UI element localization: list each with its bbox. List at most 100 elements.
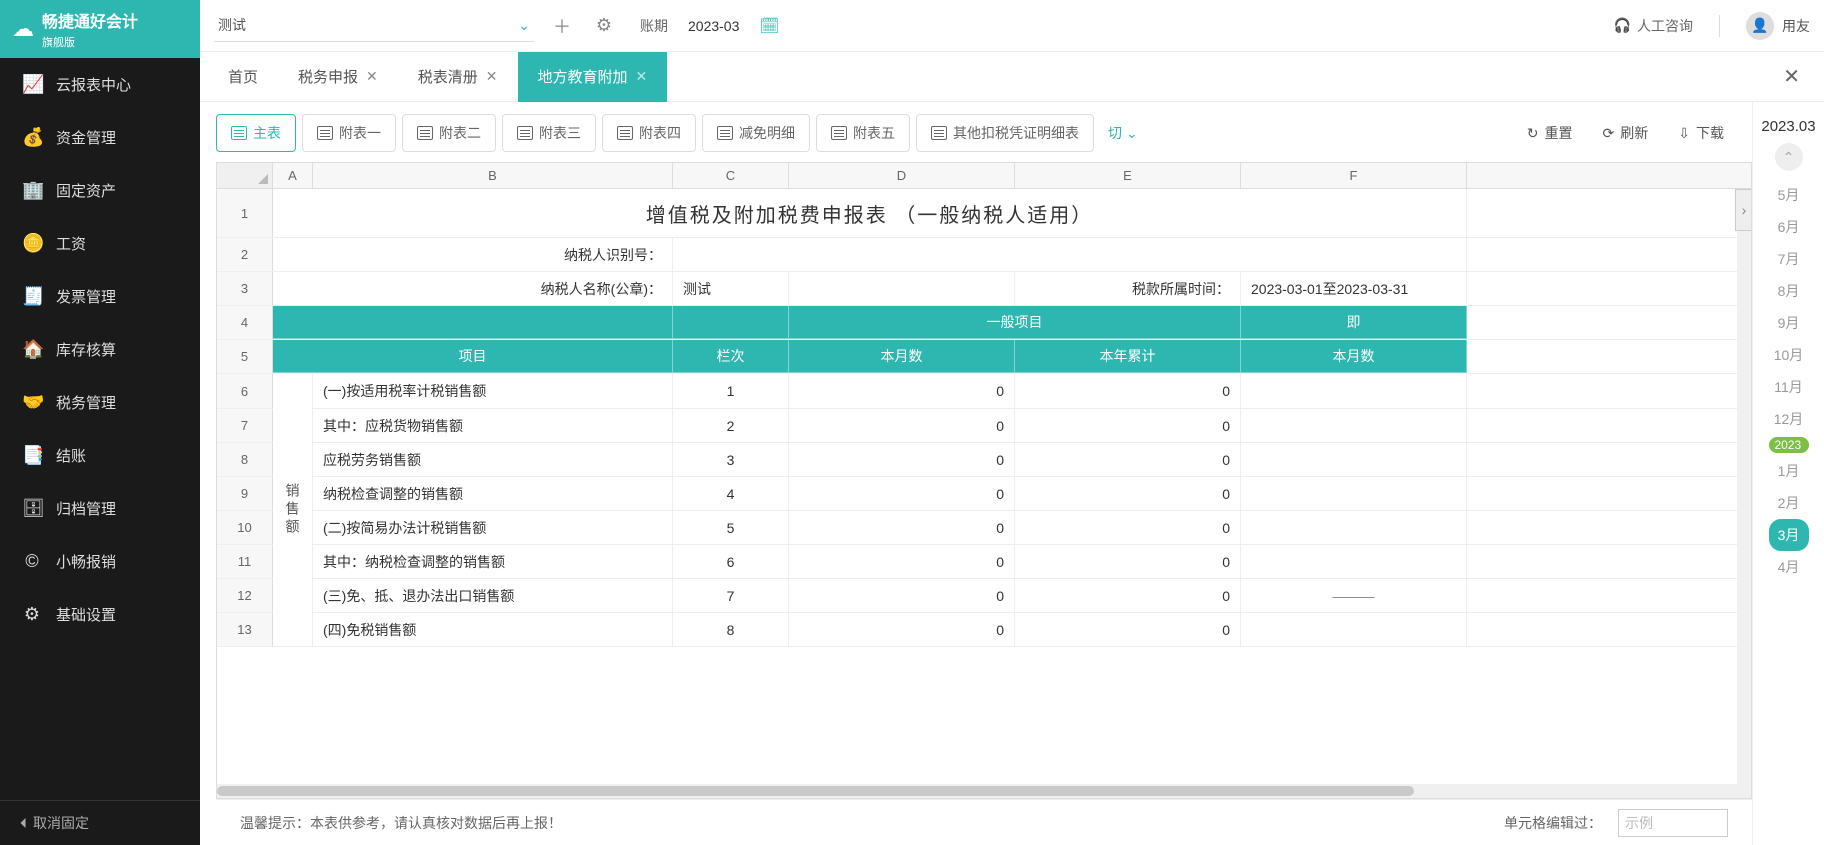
period-month[interactable]: 1月 [1769, 455, 1809, 487]
select-all-corner[interactable] [217, 163, 273, 188]
sidebar-item[interactable]: 🏠库存核算 [0, 323, 200, 376]
close-all-tabs[interactable]: ✕ [1767, 64, 1816, 89]
row-header[interactable]: 13 [217, 613, 273, 646]
col-header[interactable]: B [313, 163, 673, 188]
calendar-icon[interactable]: 🗓 [759, 16, 779, 36]
sidebar-item[interactable]: ©小畅报销 [0, 535, 200, 588]
sidebar-item[interactable]: 🪙工资 [0, 217, 200, 270]
cell[interactable]: 0 [789, 477, 1015, 510]
cell[interactable]: 0 [1015, 613, 1241, 646]
sidebar-item[interactable]: 🤝税务管理 [0, 376, 200, 429]
row-header[interactable]: 5 [217, 340, 273, 373]
close-icon[interactable]: ✕ [366, 68, 378, 85]
cell-edit-input[interactable]: 示例 [1618, 809, 1728, 837]
settings-button[interactable]: ⚙ [590, 12, 618, 40]
period-month[interactable]: 9月 [1769, 307, 1809, 339]
expand-handle[interactable]: › [1735, 189, 1752, 231]
download-button[interactable]: ⇩ 下载 [1666, 123, 1736, 143]
cell[interactable]: 0 [789, 374, 1015, 408]
sidebar-item[interactable]: 💰资金管理 [0, 111, 200, 164]
cell[interactable] [1241, 545, 1467, 578]
subtab[interactable]: 其他扣税凭证明细表 [916, 114, 1094, 152]
period-month[interactable]: 5月 [1769, 179, 1809, 211]
row-header[interactable]: 1 [217, 189, 273, 237]
period-month[interactable]: 12月 [1769, 403, 1809, 435]
grid-body[interactable]: 1增值税及附加税费申报表 （一般纳税人适用）2纳税人识别号：3纳税人名称(公章)… [217, 189, 1751, 784]
cell[interactable]: 0 [789, 443, 1015, 476]
cell[interactable] [1241, 443, 1467, 476]
cell[interactable]: 0 [1015, 409, 1241, 442]
close-icon[interactable]: ✕ [486, 68, 498, 85]
row-header[interactable]: 10 [217, 511, 273, 544]
cell[interactable] [1241, 409, 1467, 442]
reset-button[interactable]: ↻ 重置 [1515, 123, 1585, 143]
period-month[interactable]: 4月 [1769, 551, 1809, 583]
sidebar-collapse[interactable]: ⏴ 取消固定 [0, 800, 200, 845]
add-button[interactable]: ＋ [548, 12, 576, 40]
cell[interactable]: 0 [1015, 579, 1241, 612]
subtab[interactable]: 附表五 [816, 114, 910, 152]
row-header[interactable]: 7 [217, 409, 273, 442]
cell[interactable]: 0 [789, 511, 1015, 544]
subtab[interactable]: 附表三 [502, 114, 596, 152]
col-header[interactable]: C [673, 163, 789, 188]
period-month[interactable]: 2月 [1769, 487, 1809, 519]
tab[interactable]: 税务申报✕ [278, 52, 398, 102]
col-header[interactable]: F [1241, 163, 1467, 188]
col-header[interactable]: E [1015, 163, 1241, 188]
row-header[interactable]: 12 [217, 579, 273, 612]
cell[interactable] [1241, 613, 1467, 646]
cell[interactable]: 0 [789, 409, 1015, 442]
row-header[interactable]: 4 [217, 306, 273, 339]
subtab[interactable]: 附表一 [302, 114, 396, 152]
period-month[interactable]: 8月 [1769, 275, 1809, 307]
cell[interactable]: 0 [1015, 374, 1241, 408]
subtab[interactable]: 附表二 [402, 114, 496, 152]
refresh-button[interactable]: ⟳ 刷新 [1591, 123, 1661, 143]
sidebar-item[interactable]: 🏢固定资产 [0, 164, 200, 217]
cell[interactable]: 0 [789, 579, 1015, 612]
cell[interactable]: 0 [1015, 477, 1241, 510]
sidebar-item[interactable]: 🧾发票管理 [0, 270, 200, 323]
cell[interactable]: 0 [1015, 443, 1241, 476]
tab[interactable]: 地方教育附加✕ [518, 52, 668, 102]
row-header[interactable]: 11 [217, 545, 273, 578]
cell[interactable]: 0 [1015, 511, 1241, 544]
col-header[interactable]: D [789, 163, 1015, 188]
period-month[interactable]: 6月 [1769, 211, 1809, 243]
vertical-scrollbar[interactable] [1737, 189, 1751, 784]
subtab[interactable]: 附表四 [602, 114, 696, 152]
subtab[interactable]: 减免明细 [702, 114, 810, 152]
close-icon[interactable]: ✕ [636, 68, 648, 85]
cell[interactable]: 0 [789, 545, 1015, 578]
cell[interactable]: 0 [1015, 545, 1241, 578]
period-month[interactable]: 10月 [1769, 339, 1809, 371]
sidebar-item[interactable]: 📑结账 [0, 429, 200, 482]
footer-tip: 温馨提示：本表供参考，请认真核对数据后再上报！ [240, 813, 562, 833]
user-menu[interactable]: 👤 用友 [1746, 12, 1810, 40]
row-header[interactable]: 8 [217, 443, 273, 476]
sidebar-item[interactable]: 🗄归档管理 [0, 482, 200, 535]
subtab[interactable]: 主表 [216, 114, 296, 152]
row-header[interactable]: 9 [217, 477, 273, 510]
support-button[interactable]: 🎧 人工咨询 [1614, 16, 1693, 36]
period-month[interactable]: 11月 [1769, 371, 1809, 403]
row-header[interactable]: 2 [217, 238, 273, 271]
horizontal-scrollbar[interactable] [217, 784, 1751, 798]
cell[interactable] [1241, 477, 1467, 510]
tab[interactable]: 首页 [208, 52, 278, 102]
cell[interactable]: 0 [789, 613, 1015, 646]
col-header[interactable]: A [273, 163, 313, 189]
row-header[interactable]: 6 [217, 374, 273, 408]
company-selector[interactable]: 测试 ⌄ [214, 9, 534, 42]
sidebar-item[interactable]: ⚙基础设置 [0, 588, 200, 641]
tab[interactable]: 税表清册✕ [398, 52, 518, 102]
switch-button[interactable]: 切 ⌄ [1100, 123, 1146, 143]
period-month[interactable]: 7月 [1769, 243, 1809, 275]
period-month[interactable]: 3月 [1769, 519, 1809, 551]
cell[interactable] [1241, 374, 1467, 408]
sidebar-item[interactable]: 📈云报表中心 [0, 58, 200, 111]
scroll-up-button[interactable]: ⌃ [1775, 143, 1803, 171]
cell[interactable] [1241, 511, 1467, 544]
row-header[interactable]: 3 [217, 272, 273, 305]
